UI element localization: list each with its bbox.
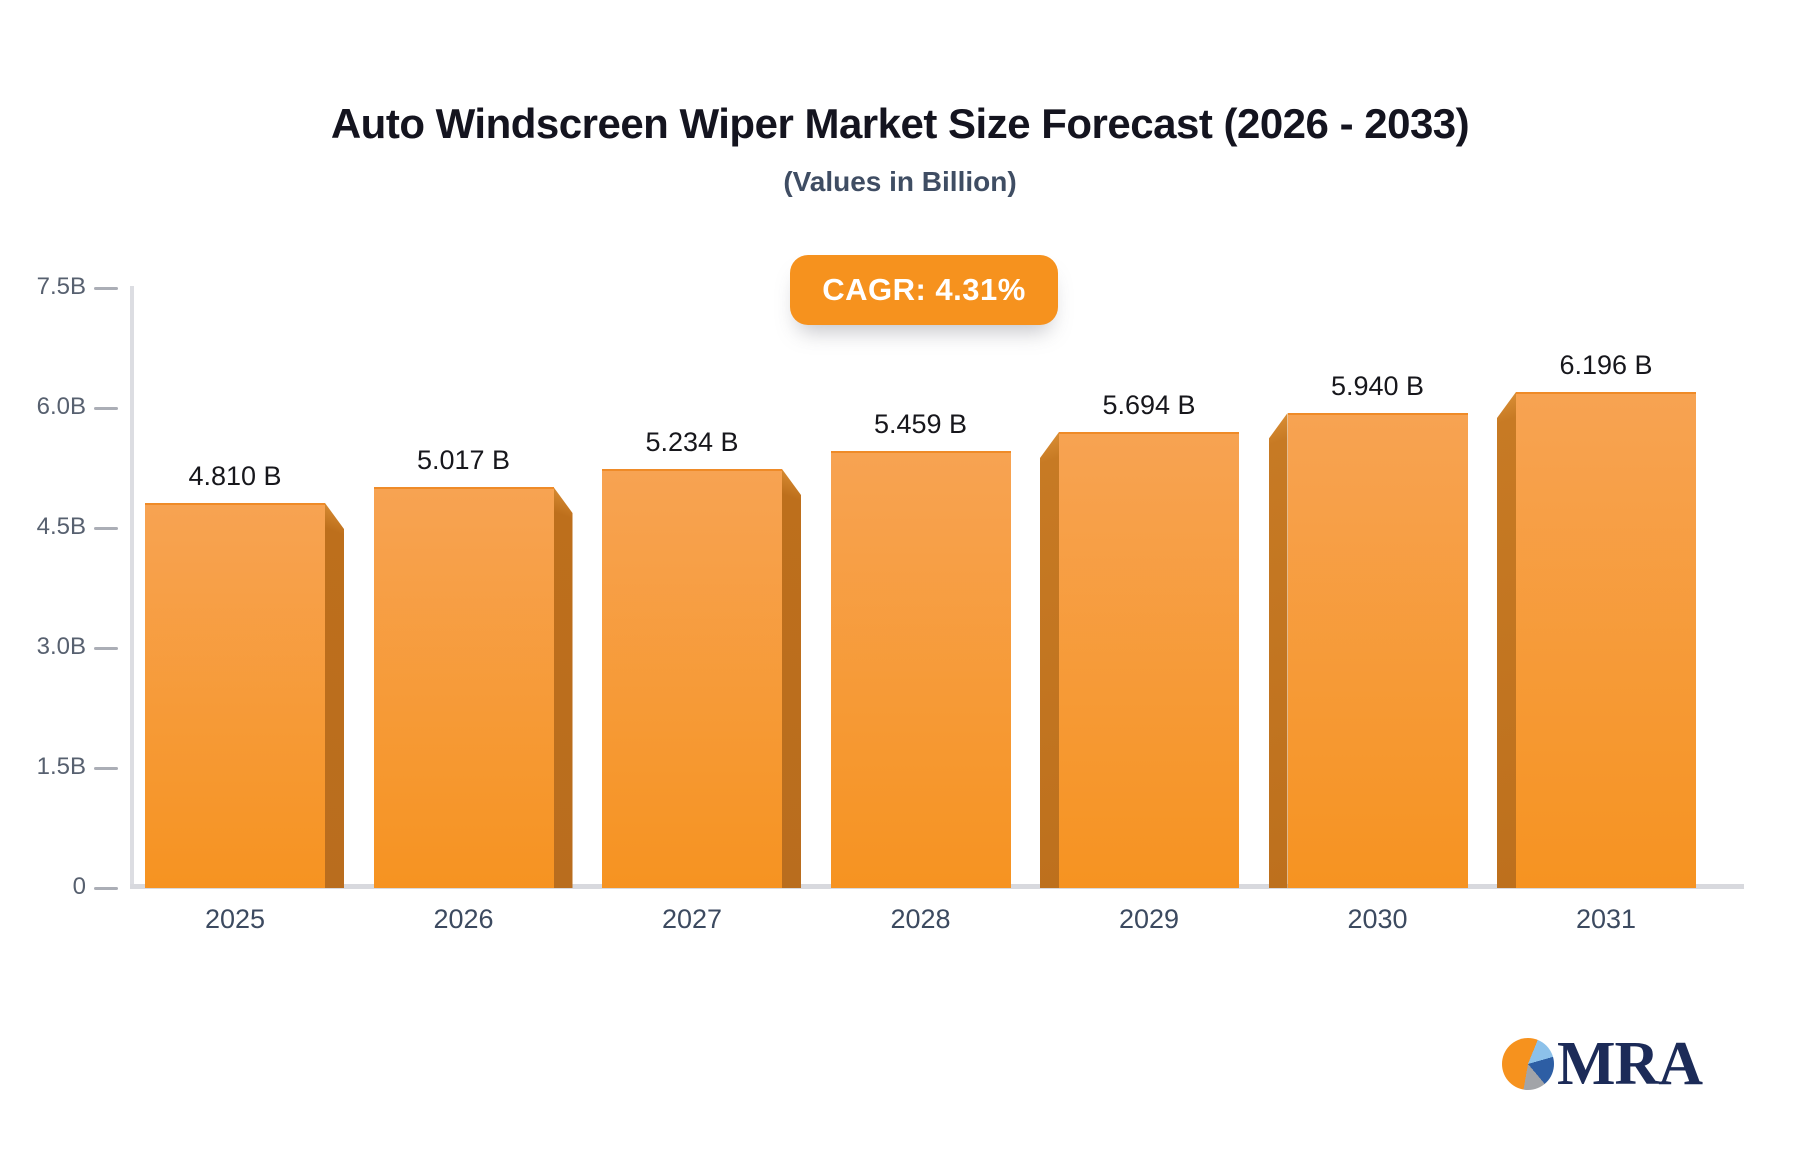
bar-value-label: 5.694 B [1102, 390, 1196, 420]
bar-value-label: 5.940 B [1330, 371, 1425, 401]
chart-title: Auto Windscreen Wiper Market Size Foreca… [330, 100, 1470, 147]
y-tick-mark [94, 647, 118, 650]
brand-logo-text: MRA [1557, 1030, 1703, 1098]
bar-2026 [373, 487, 554, 888]
y-tick-label: 6.0B [36, 393, 86, 420]
x-axis-label: 2026 [433, 904, 494, 934]
bar-value-label: 6.196 B [1559, 350, 1653, 380]
y-tick-mark [94, 767, 118, 770]
y-tick-label: 1.5B [36, 753, 86, 780]
bar-side [1040, 432, 1059, 888]
bar-side [1497, 392, 1516, 888]
y-tick-mark [94, 527, 118, 530]
chart-subtitle: (Values in Billion) [783, 166, 1017, 197]
bar-2029 [1059, 432, 1239, 888]
bar-2028 [830, 451, 1011, 888]
y-tick-label: 7.5B [36, 273, 86, 300]
bar-side [782, 469, 801, 888]
y-tick-mark [94, 407, 118, 410]
bar-side [325, 503, 344, 888]
y-tick-label: 0 [72, 873, 86, 900]
y-tick-label: 3.0B [36, 633, 86, 660]
bar-value-label: 5.459 B [873, 409, 968, 439]
x-axis-label: 2029 [1118, 904, 1180, 934]
y-tick-label: 4.5B [36, 513, 86, 540]
bar-2031 [1516, 392, 1696, 888]
bar-2027 [602, 469, 782, 888]
y-axis-line [130, 286, 134, 888]
bar-side [553, 487, 573, 888]
bar-value-label: 5.234 B [645, 427, 739, 457]
x-axis-label: 2030 [1347, 904, 1408, 934]
x-axis-label: 2028 [890, 904, 951, 934]
x-axis-label: 2025 [204, 904, 266, 934]
cagr-badge: CAGR: 4.31% [790, 255, 1058, 325]
y-tick-mark [94, 887, 118, 890]
bar-2030 [1287, 413, 1468, 888]
pie-chart-logo-icon [1502, 1038, 1554, 1090]
bar-value-label: 4.810 B [188, 461, 282, 491]
x-axis-label: 2031 [1575, 904, 1637, 934]
bar-value-label: 5.017 B [416, 445, 511, 475]
x-axis-label: 2027 [661, 904, 723, 934]
y-tick-mark [94, 287, 118, 290]
bar-side [1268, 413, 1288, 888]
cagr-badge-label: CAGR: 4.31% [822, 272, 1026, 307]
bar-2025 [145, 503, 325, 888]
brand-logo: MRA [1502, 1030, 1703, 1098]
